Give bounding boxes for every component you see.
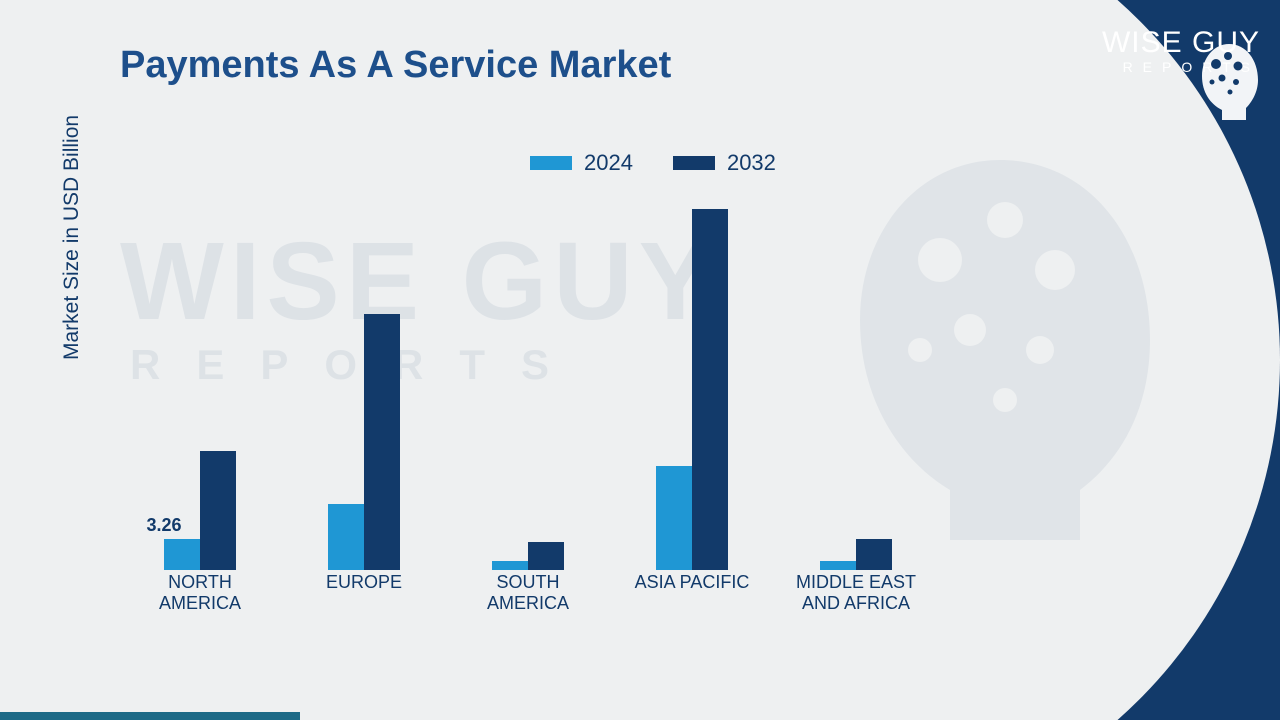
plot-area: 3.26: [130, 190, 950, 570]
bar-chart: Market Size in USD Billion 2024 2032 3.2…: [70, 150, 970, 670]
x-axis-label: EUROPE: [294, 572, 434, 593]
bar-group: [786, 539, 926, 570]
bar-2032: [528, 542, 564, 571]
bar-group: [622, 209, 762, 570]
legend-item-2024: 2024: [530, 150, 633, 176]
bar-2032: [200, 451, 236, 570]
bar-2032: [364, 314, 400, 571]
legend-swatch-2032: [673, 156, 715, 170]
legend-item-2032: 2032: [673, 150, 776, 176]
bar-2032: [856, 539, 892, 570]
page-title: Payments As A Service Market: [120, 44, 671, 87]
x-axis-label: MIDDLE EAST AND AFRICA: [786, 572, 926, 613]
brand-head-icon: [1194, 42, 1264, 122]
legend-label-2024: 2024: [584, 150, 633, 176]
bar-value-label: 3.26: [146, 515, 181, 536]
bottom-accent-bar: [0, 712, 300, 720]
bar-2024: [328, 504, 364, 571]
brand-logo: WISE GUY REPORTS: [1102, 28, 1260, 74]
bar-2024: [492, 561, 528, 570]
bar-2024: [164, 539, 200, 570]
legend-label-2032: 2032: [727, 150, 776, 176]
x-axis-label: NORTH AMERICA: [130, 572, 270, 613]
x-axis-label: SOUTH AMERICA: [458, 572, 598, 613]
bar-2024: [820, 561, 856, 571]
bar-2024: [656, 466, 692, 571]
y-axis-label: Market Size in USD Billion: [60, 115, 84, 360]
bar-2032: [692, 209, 728, 570]
legend-swatch-2024: [530, 156, 572, 170]
bar-group: [130, 451, 270, 570]
bar-group: [294, 314, 434, 571]
x-axis-label: ASIA PACIFIC: [622, 572, 762, 593]
bar-group: [458, 542, 598, 571]
chart-legend: 2024 2032: [530, 150, 776, 176]
